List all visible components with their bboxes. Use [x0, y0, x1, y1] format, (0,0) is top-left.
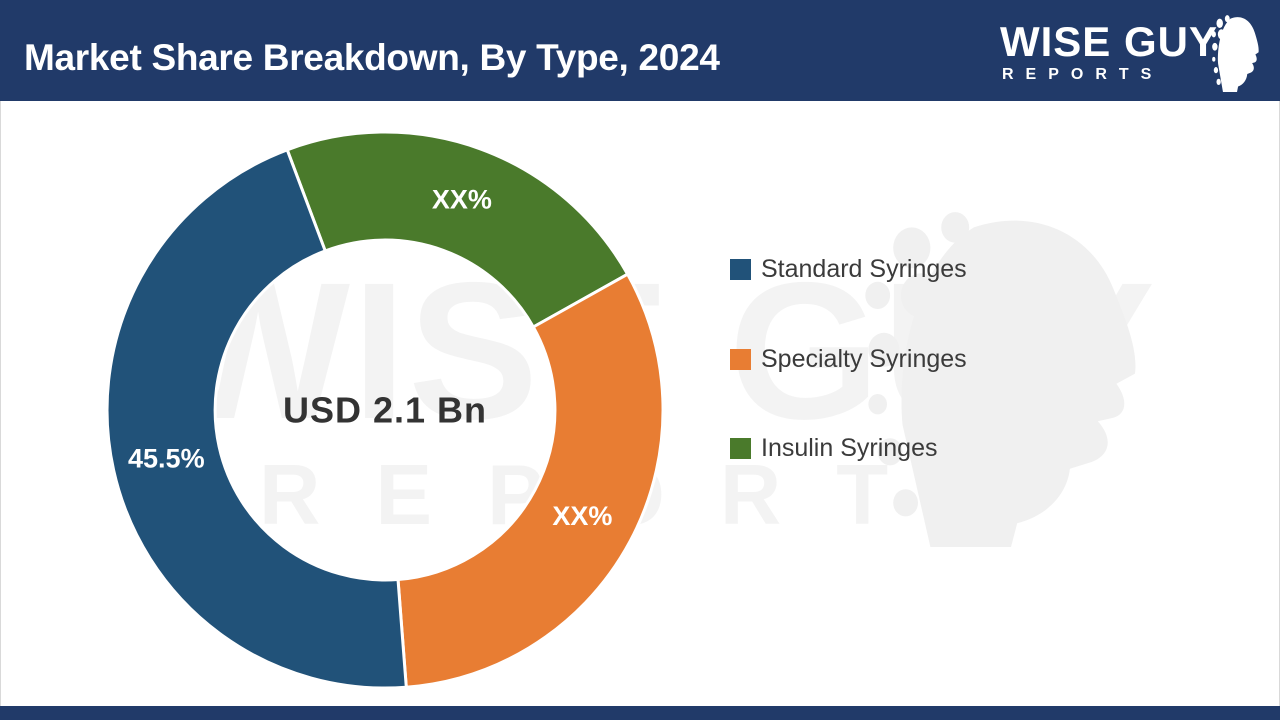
footer-bar: [0, 706, 1280, 720]
donut-center-label: USD 2.1 Bn: [283, 390, 487, 431]
legend-label: Specialty Syringes: [761, 344, 967, 373]
legend-label: Standard Syringes: [761, 255, 967, 283]
donut-segment-specialty-syringes[interactable]: [396, 272, 665, 689]
donut-segments: [105, 130, 665, 690]
header: Market Share Breakdown, By Type, 2024 WI…: [0, 0, 1280, 101]
donut-segment-standard-syringes[interactable]: [105, 148, 408, 690]
donut-percent-label: 45.5%: [128, 444, 205, 474]
logo-face-icon: [1211, 14, 1259, 92]
brand-logo: WISE GUY REPORTS: [1000, 14, 1264, 92]
logo-wordmark: WISE GUY: [999, 18, 1218, 65]
donut-segment-insulin-syringes[interactable]: [285, 130, 630, 329]
legend-label: Insulin Syringes: [761, 434, 938, 462]
donut-labels: XX% XX% 45.5%: [128, 185, 612, 531]
legend-item-standard-syringes[interactable]: Standard Syringes: [730, 255, 967, 284]
donut-percent-label: XX%: [552, 501, 612, 531]
legend: Standard Syringes Specialty Syringes Ins…: [730, 255, 967, 463]
legend-swatch-specialty-syringes-icon: [730, 348, 751, 370]
donut-percent-label: XX%: [432, 185, 492, 215]
legend-item-specialty-syringes[interactable]: Specialty Syringes: [730, 344, 967, 374]
page-title: Market Share Breakdown, By Type, 2024: [24, 36, 720, 78]
logo-reports-label: REPORTS: [1001, 66, 1164, 83]
legend-item-insulin-syringes[interactable]: Insulin Syringes: [730, 434, 967, 463]
legend-swatch-insulin-syringes-icon: [730, 438, 751, 460]
legend-swatch-standard-syringes-icon: [730, 259, 751, 281]
